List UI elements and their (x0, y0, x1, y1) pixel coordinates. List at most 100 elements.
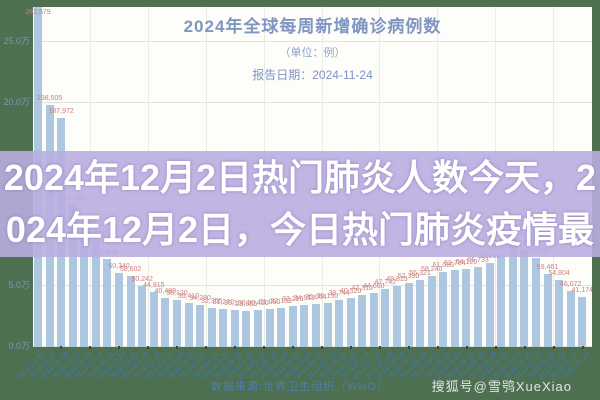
bar (172, 300, 181, 347)
bar (439, 272, 448, 347)
bar (277, 308, 286, 347)
bar-value-label: 54,804 (548, 270, 570, 277)
bar-value-label: 32,132 (270, 298, 292, 305)
axis-tick-mark (321, 346, 323, 349)
bar-value-label: 40,489 (154, 288, 177, 295)
overlay-text-line-1: 2024年12月2日热门肺炎人数今天，2 (3, 157, 597, 198)
bar-value-label: 40,520 (339, 288, 362, 295)
bar (80, 227, 89, 347)
bar (265, 309, 274, 347)
bar (219, 309, 228, 347)
bar-value-label: 38,744 (328, 290, 350, 297)
bar-value-label: 52,390 (397, 273, 420, 280)
axis-tick-mark (495, 346, 497, 349)
bar (485, 263, 494, 347)
bar-value-label: 30,420 (247, 300, 269, 307)
bar-value-label: 31,240 (212, 299, 234, 306)
bar-value-label: 65,733 (467, 257, 489, 264)
axis-tick-mark (408, 346, 410, 349)
axis-tick-mark (89, 346, 91, 349)
bar-value-label: 36,150 (316, 293, 339, 300)
bar-value-label: 29,865 (235, 301, 258, 308)
bar-value-label: 64,120 (455, 259, 478, 266)
bar (126, 276, 135, 347)
bar-value-label: 35,064 (305, 294, 327, 301)
bar-value-label: 32,355 (200, 298, 223, 305)
axis-tick-mark (437, 346, 439, 349)
bar (335, 300, 344, 347)
bar-value-label: 38,120 (166, 290, 188, 297)
bar (358, 295, 367, 347)
chart-title: 2024年全球每周新增确诊病例数 (183, 17, 442, 36)
axis-tick-mark (292, 346, 294, 349)
bar (369, 293, 378, 347)
bar (508, 239, 517, 347)
bar (381, 289, 390, 347)
bar (416, 280, 425, 347)
title-block: 2024年全球每周新增确诊病例数 （单位：例） 报告日期：2024-11-24 (33, 12, 592, 83)
bar-value-label: 50,242 (131, 276, 153, 283)
axis-tick-mark (234, 346, 236, 349)
bar (242, 311, 251, 347)
bar (91, 241, 100, 347)
bar-value-label: 187,972 (48, 108, 74, 115)
bar (346, 298, 355, 347)
bar (323, 303, 332, 347)
bar (68, 205, 77, 347)
bar (450, 270, 459, 347)
bar-value-label: 44,915 (143, 282, 165, 289)
bar (149, 292, 158, 347)
bar (207, 308, 216, 347)
bar (520, 250, 529, 347)
overlay-text-line-2: 024年12月2日，今日热门肺炎疫情最 (5, 209, 595, 250)
axis-tick-mark (524, 346, 526, 349)
bar (497, 255, 506, 347)
bar-value-label: 60,340 (108, 263, 130, 270)
bar (427, 276, 436, 347)
bar (254, 310, 263, 347)
bar (138, 286, 147, 347)
y-tick-label: 5.0万 (8, 280, 30, 290)
bar-value-label: 58,602 (119, 266, 142, 273)
bar (103, 259, 112, 347)
bar-value-label: 33,216 (282, 296, 304, 303)
bar (196, 305, 205, 347)
bar (555, 280, 564, 347)
y-tick-label: 25.0万 (3, 36, 30, 46)
bar-value-label: 61,080 (432, 262, 455, 269)
chart-report-date: 报告日期：2024-11-24 (252, 68, 373, 82)
axis-tick-mark (60, 346, 62, 349)
bar-value-label: 198,505 (36, 95, 63, 102)
bar (566, 291, 575, 347)
bar (161, 298, 170, 347)
axis-tick-mark (379, 346, 381, 349)
bar (300, 305, 309, 347)
bar (288, 306, 297, 347)
bar (531, 258, 540, 347)
bar (578, 297, 587, 347)
h-gridline (33, 102, 592, 103)
bar-value-label: 44,660 (363, 283, 385, 290)
y-tick-label: 0.0万 (8, 341, 30, 351)
bar (462, 269, 471, 347)
bar-value-label: 49,815 (386, 276, 408, 283)
bar-value-label: 282,579 (25, 9, 51, 16)
bar-value-label: 55,321 (409, 270, 431, 277)
bar (115, 273, 124, 347)
axis-tick-mark (466, 346, 468, 349)
data-source-caption: 数据来源:世界卫生组织（WHO） (211, 381, 389, 393)
axis-tick-mark (176, 346, 178, 349)
h-gridline (33, 41, 592, 42)
bar-value-label: 41,174 (571, 287, 593, 294)
bar-value-label: 62,784 (444, 260, 466, 267)
watermark-text: 搜狐号@雪鸮XueXiao (431, 379, 572, 394)
bar-value-label: 47,742 (374, 279, 397, 286)
y-tick-label: 20.0万 (3, 97, 30, 107)
chart-unit-subtitle: （单位：例） (279, 47, 346, 59)
axis-tick-mark (553, 346, 555, 349)
bar-value-label: 58,240 (421, 266, 443, 273)
bar (543, 274, 552, 347)
h-gridline (33, 285, 592, 286)
bar-value-label: 59,461 (536, 264, 559, 271)
bar (404, 283, 413, 347)
